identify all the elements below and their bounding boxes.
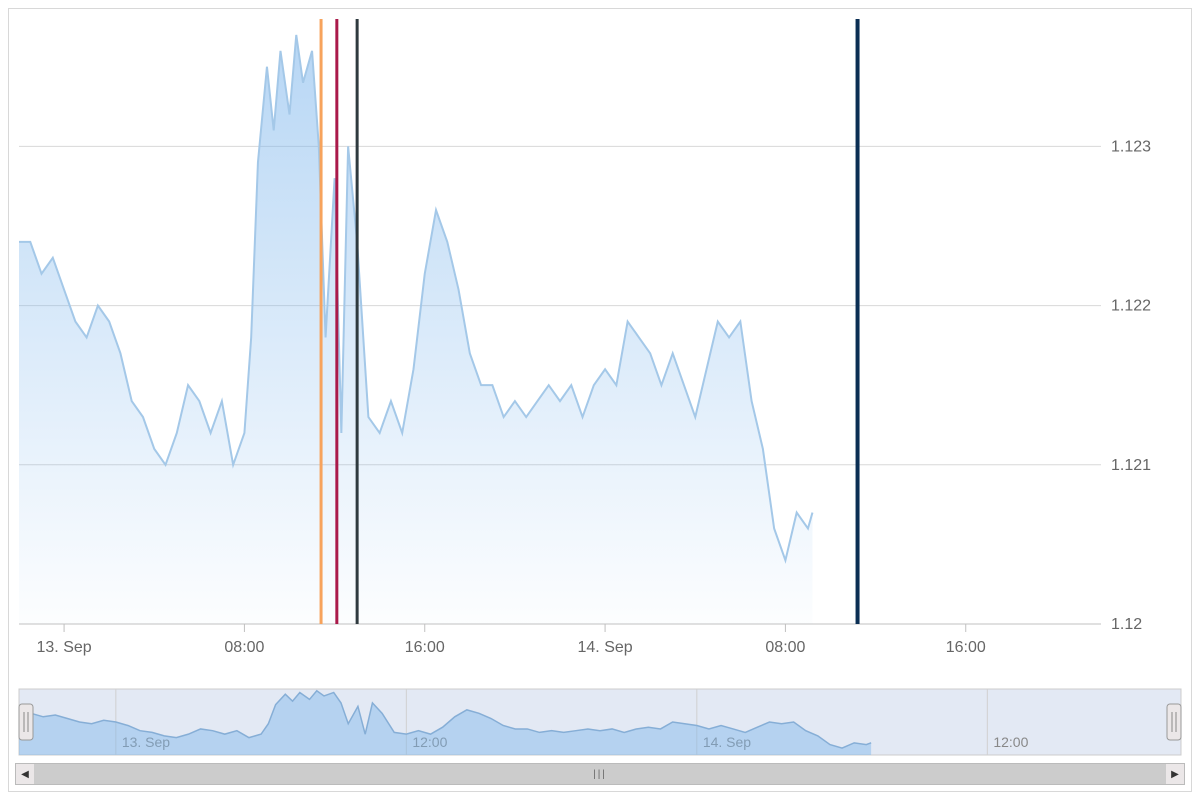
scroll-right-button[interactable]: ▶ — [1166, 764, 1184, 784]
navigator-area[interactable]: 13. Sep12:0014. Sep12:00 — [15, 687, 1185, 757]
main-chart-svg: 1.12 1.121 1.122 1.123 13. Sep 08:00 16:00 14. … — [9, 9, 1191, 669]
area-fill — [19, 35, 812, 624]
x-tick-label: 08:00 — [765, 639, 805, 656]
y-tick-label: 1.123 — [1111, 138, 1151, 155]
y-tick-label: 1.12 — [1111, 616, 1142, 633]
y-tick-label: 1.121 — [1111, 457, 1151, 474]
scroll-track[interactable]: ||| — [34, 764, 1166, 784]
stock-chart-container: 1.12 1.121 1.122 1.123 13. Sep 08:00 16:00 14. … — [8, 8, 1192, 792]
navigator-svg: 13. Sep12:0014. Sep12:00 — [15, 687, 1185, 757]
x-tick-label: 08:00 — [224, 639, 264, 656]
navigator-handle-left[interactable] — [19, 704, 33, 740]
y-tick-label: 1.122 — [1111, 298, 1151, 315]
main-chart-area[interactable]: 1.12 1.121 1.122 1.123 13. Sep 08:00 16:00 14. … — [9, 9, 1191, 675]
x-tick-label: 14. Sep — [578, 639, 633, 656]
x-tick-label: 13. Sep — [37, 639, 92, 656]
x-tick-label: 16:00 — [405, 639, 445, 656]
scroll-grip-icon: ||| — [593, 769, 607, 780]
scroll-left-button[interactable]: ◀ — [16, 764, 34, 784]
navigator-handle-right[interactable] — [1167, 704, 1181, 740]
navigator-scrollbar[interactable]: ◀ ||| ▶ — [15, 763, 1185, 785]
x-tick-label: 16:00 — [946, 639, 986, 656]
navigator-tick-label: 12:00 — [993, 734, 1028, 750]
